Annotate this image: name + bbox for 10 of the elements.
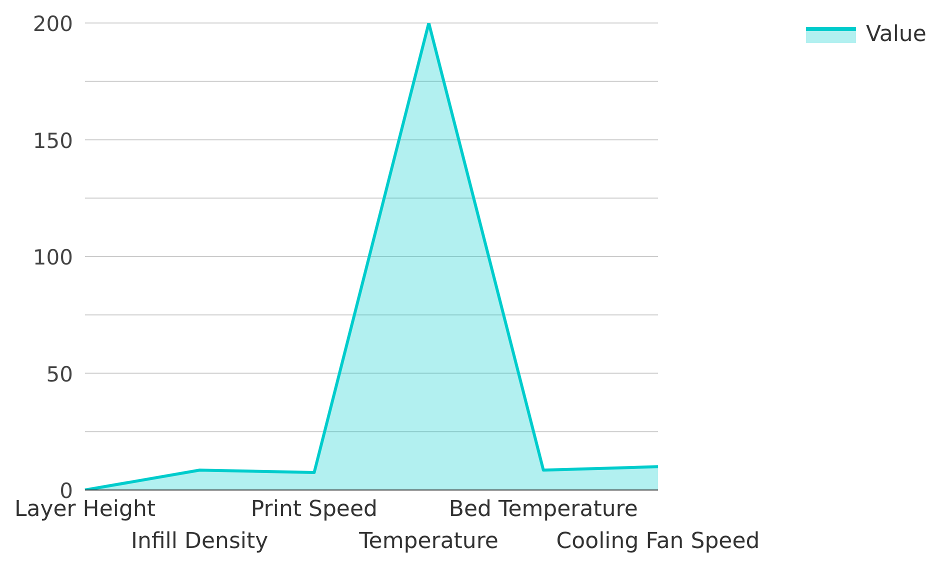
x-tick-label: Temperature — [358, 529, 498, 554]
y-tick-label: 150 — [32, 128, 73, 153]
legend-label: Value — [866, 22, 926, 47]
y-tick-label: 50 — [46, 362, 73, 386]
x-tick-label: Print Speed — [250, 497, 378, 522]
y-tick-label: 100 — [32, 246, 73, 270]
x-tick-label: Infill Density — [131, 529, 268, 554]
x-tick-label: Cooling Fan Speed — [556, 529, 760, 554]
x-tick-label: Bed Temperature — [448, 497, 638, 522]
y-tick-label: 200 — [32, 12, 73, 36]
